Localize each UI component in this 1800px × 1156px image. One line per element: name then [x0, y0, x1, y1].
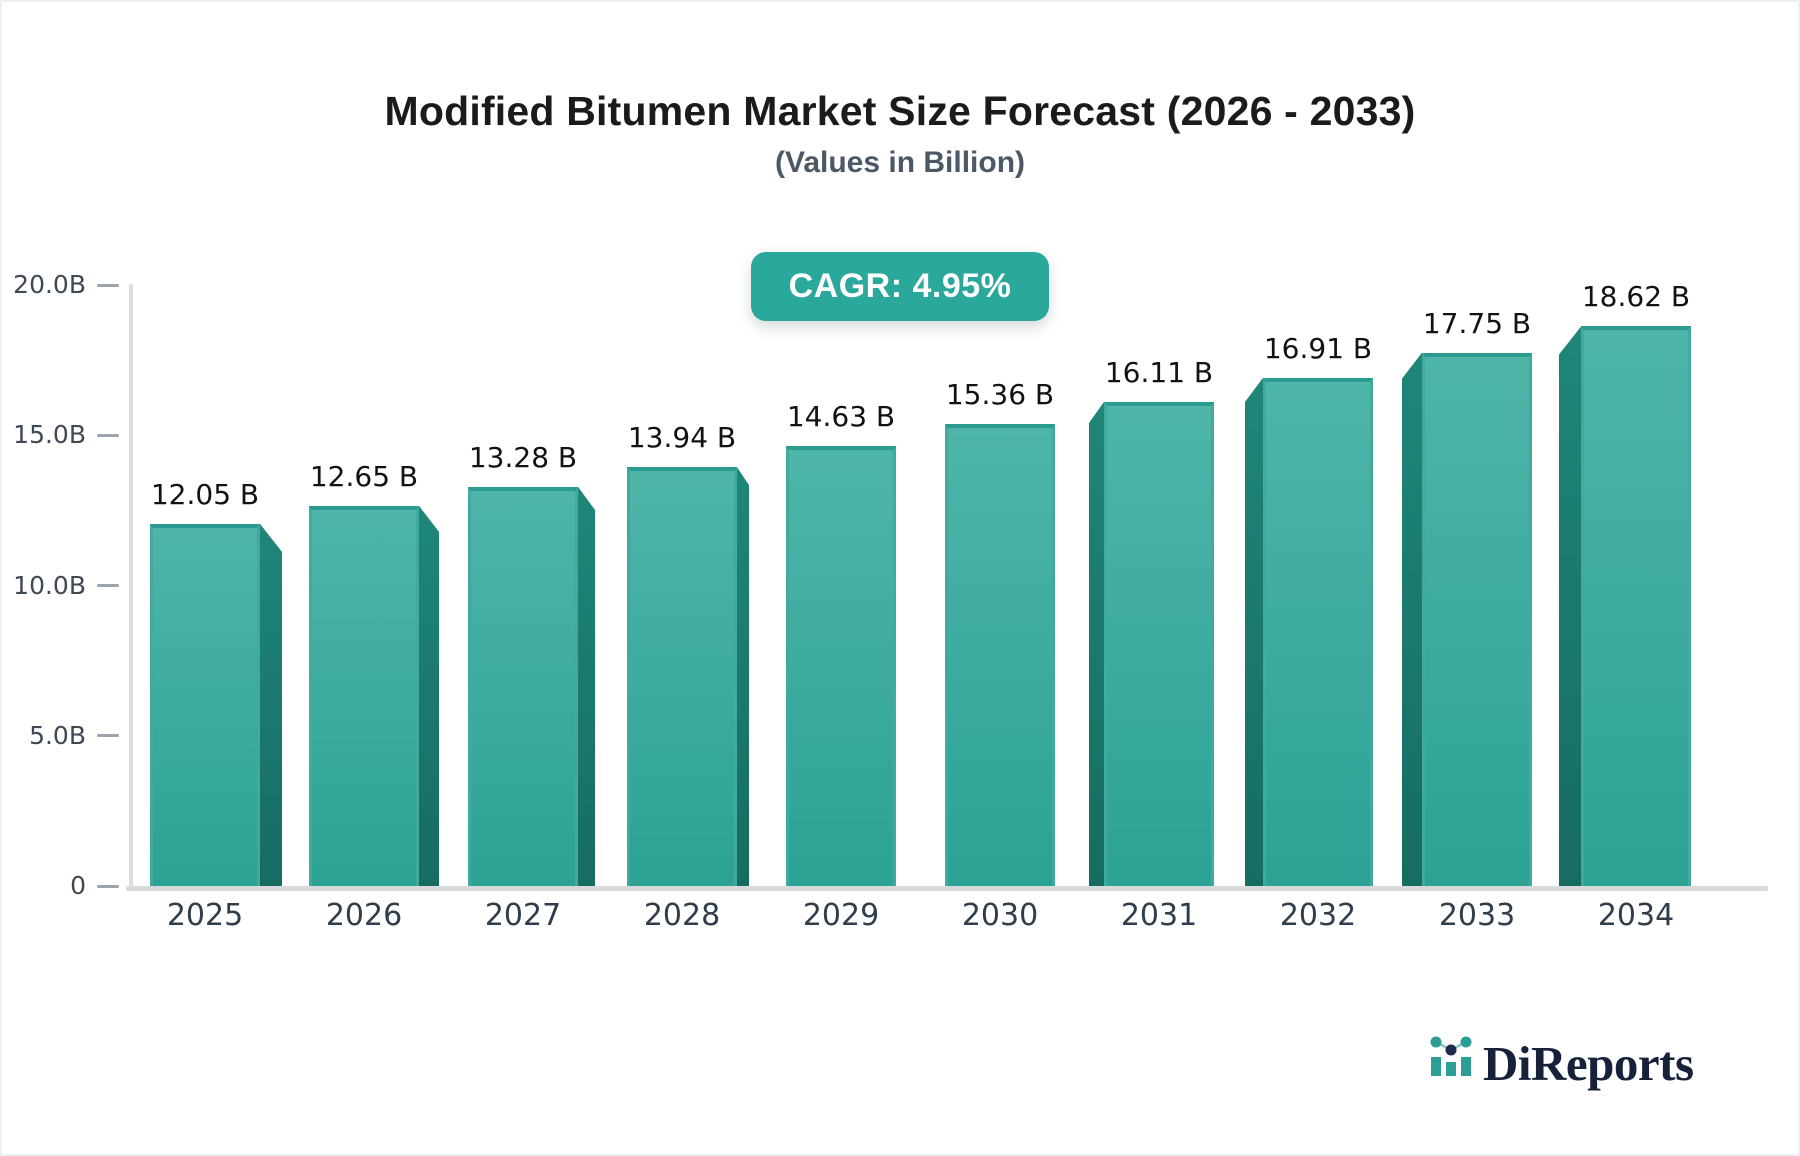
x-axis-label: 2026 — [325, 898, 403, 933]
bar-value-label: 13.28 B — [468, 440, 578, 474]
bar — [150, 523, 282, 888]
bar — [1559, 326, 1691, 888]
x-axis-label: 2032 — [1279, 898, 1357, 933]
bar-value-label: 17.75 B — [1422, 306, 1532, 340]
bar-3d-side — [1089, 401, 1104, 888]
x-axis-label: 2028 — [643, 898, 721, 933]
bar — [468, 486, 595, 888]
bar-face — [150, 523, 260, 888]
direports-logo-icon — [1430, 1036, 1472, 1076]
y-axis-line — [129, 284, 133, 890]
y-axis-tick-label: 5.0B — [29, 720, 86, 750]
bar-face — [309, 505, 419, 888]
x-axis-label: 2025 — [166, 898, 244, 933]
bar-face — [468, 486, 578, 888]
y-axis-tick-label: 10.0B — [13, 570, 86, 600]
x-axis-label: 2031 — [1120, 898, 1198, 933]
bar-3d-side — [737, 467, 749, 888]
bar-value-label: 15.36 B — [945, 378, 1055, 412]
y-axis-tick-label: 20.0B — [13, 270, 86, 299]
cagr-badge-row: CAGR: 4.95% — [0, 252, 1800, 321]
x-axis-label: 2029 — [802, 898, 880, 933]
bar-value-label: 18.62 B — [1581, 280, 1691, 314]
x-axis-label: 2030 — [961, 898, 1039, 933]
x-axis-label: 2027 — [484, 898, 562, 933]
direports-logo: DiReports — [1430, 1034, 1694, 1089]
cagr-badge: CAGR: 4.95% — [750, 252, 1050, 321]
chart-title: Modified Bitumen Market Size Forecast (2… — [384, 88, 1416, 134]
bar-3d-side — [1245, 377, 1263, 888]
bar-face — [945, 424, 1055, 888]
y-axis-tick-mark — [97, 283, 119, 287]
bar — [945, 424, 1055, 888]
bar-face — [627, 467, 737, 888]
bar-face — [1422, 352, 1532, 888]
bar-value-label: 12.05 B — [150, 477, 260, 511]
y-axis-tick-mark — [97, 433, 119, 437]
bar-3d-side — [1402, 352, 1422, 888]
bar-value-label: 13.94 B — [627, 421, 737, 455]
bar-3d-side — [419, 505, 439, 888]
bar-value-label: 12.65 B — [309, 459, 419, 493]
y-axis-tick-label: 15.0B — [13, 420, 86, 450]
y-axis-tick-mark — [97, 884, 119, 888]
bar-face — [1263, 377, 1373, 888]
bar-value-label: 16.11 B — [1104, 355, 1214, 389]
y-axis-tick-label: 0 — [70, 871, 86, 900]
bar — [1245, 377, 1373, 888]
bar — [786, 446, 896, 888]
bar-3d-side — [260, 523, 282, 888]
bar-value-label: 16.91 B — [1263, 331, 1373, 365]
bar-face — [1104, 401, 1214, 888]
bar-face — [786, 446, 896, 888]
bar-3d-side — [578, 486, 595, 888]
x-axis-baseline — [126, 886, 1768, 891]
direports-logo-text: DiReports — [1483, 1035, 1694, 1091]
x-axis-label: 2033 — [1438, 898, 1516, 933]
chart-subtitle: (Values in Billion) — [774, 146, 1026, 179]
x-axis-label: 2034 — [1597, 898, 1675, 933]
bar — [1402, 352, 1532, 888]
y-axis-tick-mark — [97, 584, 119, 587]
y-axis-tick-mark — [97, 734, 119, 738]
bar — [627, 467, 749, 888]
bar — [309, 505, 439, 888]
bar-3d-side — [1559, 326, 1581, 888]
bar-face — [1581, 326, 1691, 888]
bar-value-label: 14.63 B — [786, 400, 896, 434]
bar — [1089, 401, 1214, 888]
